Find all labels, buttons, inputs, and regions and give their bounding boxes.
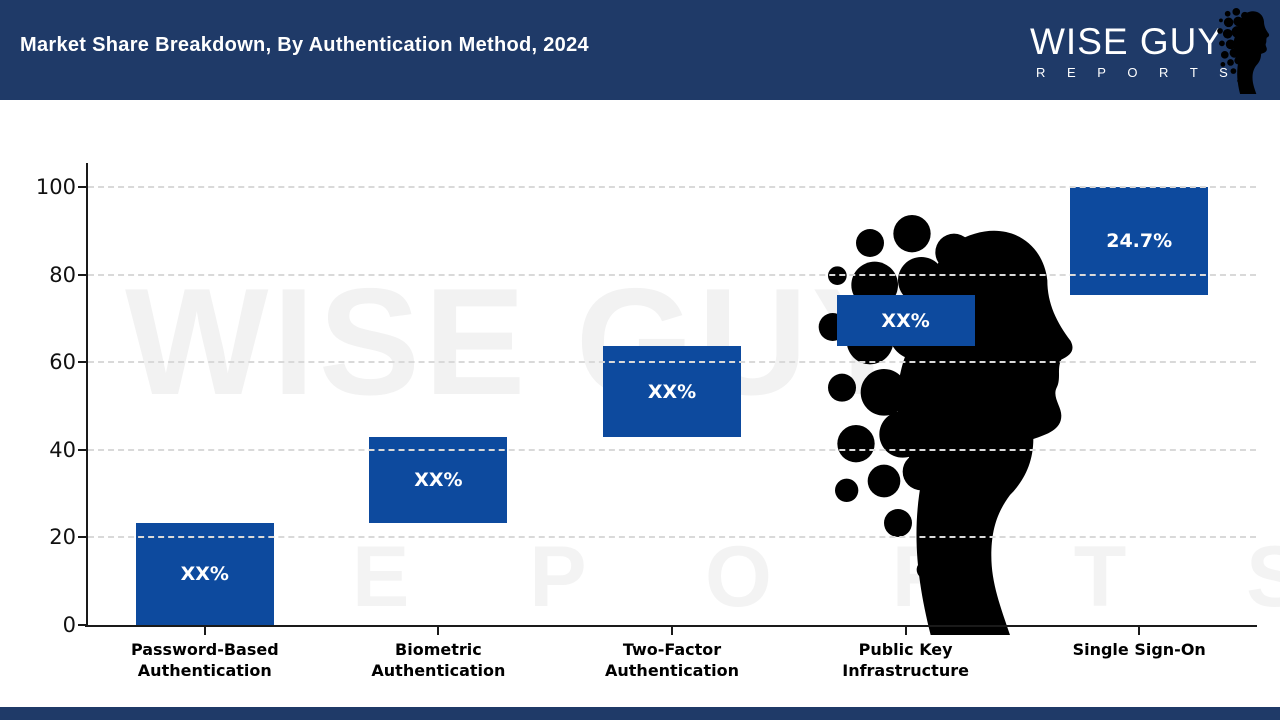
header-bar: Market Share Breakdown, By Authenticatio… (0, 0, 1280, 100)
logo-reports-label: R E P O R T S (1036, 64, 1237, 80)
chart-title: Market Share Breakdown, By Authenticatio… (20, 34, 589, 56)
y-axis-tick-mark (78, 273, 86, 276)
x-axis-category-label: Biometric Authentication (371, 640, 506, 680)
x-axis-tick-mark (671, 627, 673, 635)
logo-wise-guy-label: WISE GUY (1030, 21, 1224, 62)
x-axis-tick-mark (203, 627, 206, 635)
y-axis-tick-label: 100 (35, 175, 76, 199)
gridline-80 (88, 273, 1256, 276)
bar-value-label: XX% (180, 562, 229, 585)
gridline-40 (88, 448, 1256, 451)
y-axis-tick-label: 40 (49, 437, 76, 462)
bar-segment-3: XX% (603, 346, 741, 438)
footer-bar (0, 707, 1280, 720)
y-axis-tick-mark (78, 448, 86, 451)
bar-segment-5: 24.7% (1070, 187, 1209, 296)
gridline-100 (88, 186, 1256, 188)
bar-segment-1: XX% (135, 522, 274, 625)
y-axis-tick-mark (78, 536, 86, 539)
y-axis-tick-label: 0 (62, 613, 76, 637)
bar-segment-2: XX% (369, 437, 508, 523)
y-axis-tick-label: 20 (49, 525, 76, 550)
y-axis-tick-label: 60 (49, 350, 76, 375)
y-axis-tick-label: 80 (49, 262, 76, 287)
gridline-60 (88, 361, 1256, 364)
y-axis-tick-mark (78, 186, 86, 188)
x-axis-category-label: Password-Based Authentication (130, 640, 279, 680)
bar-value-label: XX% (647, 380, 697, 403)
x-axis-category-label: Public Key Infrastructure (842, 640, 969, 680)
y-axis-tick-mark (78, 624, 86, 626)
x-axis-line (85, 625, 1257, 627)
y-axis-line (86, 163, 88, 627)
bar-value-label: XX% (881, 309, 930, 332)
bar-value-label: XX% (414, 469, 463, 492)
logo-face-icon (1210, 8, 1274, 94)
wise-guy-reports-logo: WISE GUY R E P O R T S (1030, 4, 1270, 96)
x-axis-category-label: Two-Factor Authentication (605, 640, 739, 680)
bar-value-label: 24.7% (1106, 230, 1173, 253)
x-axis-tick-mark (1138, 627, 1141, 635)
x-axis-tick-mark (437, 627, 440, 635)
logo-text: WISE GUY R E P O R T S (1030, 21, 1237, 80)
x-axis-tick-mark (904, 627, 907, 635)
bar-segment-4: XX% (836, 295, 975, 347)
y-axis-tick-mark (78, 361, 86, 364)
gridline-20 (88, 536, 1256, 539)
x-axis-category-label: Single Sign-On (1072, 640, 1206, 659)
